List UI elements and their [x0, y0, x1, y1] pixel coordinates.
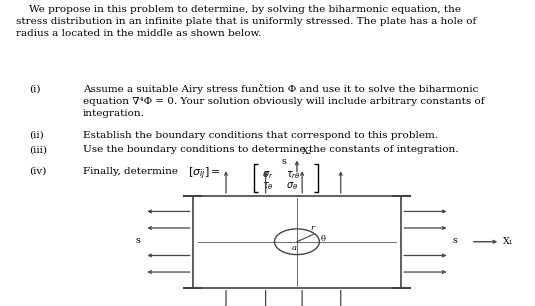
Text: (i): (i)	[29, 84, 41, 93]
Text: Establish the boundary conditions that correspond to this problem.: Establish the boundary conditions that c…	[83, 131, 438, 140]
Text: (iii): (iii)	[29, 145, 48, 154]
Text: Assume a suitable Airy stress funčtion Φ and use it to solve the biharmonic
equa: Assume a suitable Airy stress funčtion Φ…	[83, 84, 484, 118]
Text: Finally, determine: Finally, determine	[83, 167, 178, 176]
Text: $\tau_{r\theta}$: $\tau_{r\theta}$	[286, 169, 301, 181]
Text: $\sigma_\theta$: $\sigma_\theta$	[286, 181, 299, 192]
Text: r: r	[311, 224, 315, 232]
Text: s: s	[282, 158, 287, 166]
Text: $[\sigma_{ij}]=$: $[\sigma_{ij}]=$	[188, 166, 221, 182]
Text: Use the boundary conditions to determine the constants of integration.: Use the boundary conditions to determine…	[83, 145, 458, 154]
Text: (iv): (iv)	[29, 167, 47, 176]
Text: $\tau_\theta$: $\tau_\theta$	[262, 181, 273, 192]
Text: $\sigma_r$: $\sigma_r$	[262, 169, 273, 181]
Text: a: a	[292, 244, 297, 252]
Text: s: s	[452, 236, 457, 245]
Text: θ: θ	[320, 234, 325, 243]
Text: We propose in this problem to determine, by solving the biharmonic equation, the: We propose in this problem to determine,…	[16, 5, 476, 38]
Bar	[193, 196, 401, 288]
Text: X₂: X₂	[302, 147, 313, 156]
Text: X₁: X₁	[503, 237, 514, 246]
Text: s: s	[135, 236, 140, 245]
Text: (ii): (ii)	[29, 131, 44, 140]
